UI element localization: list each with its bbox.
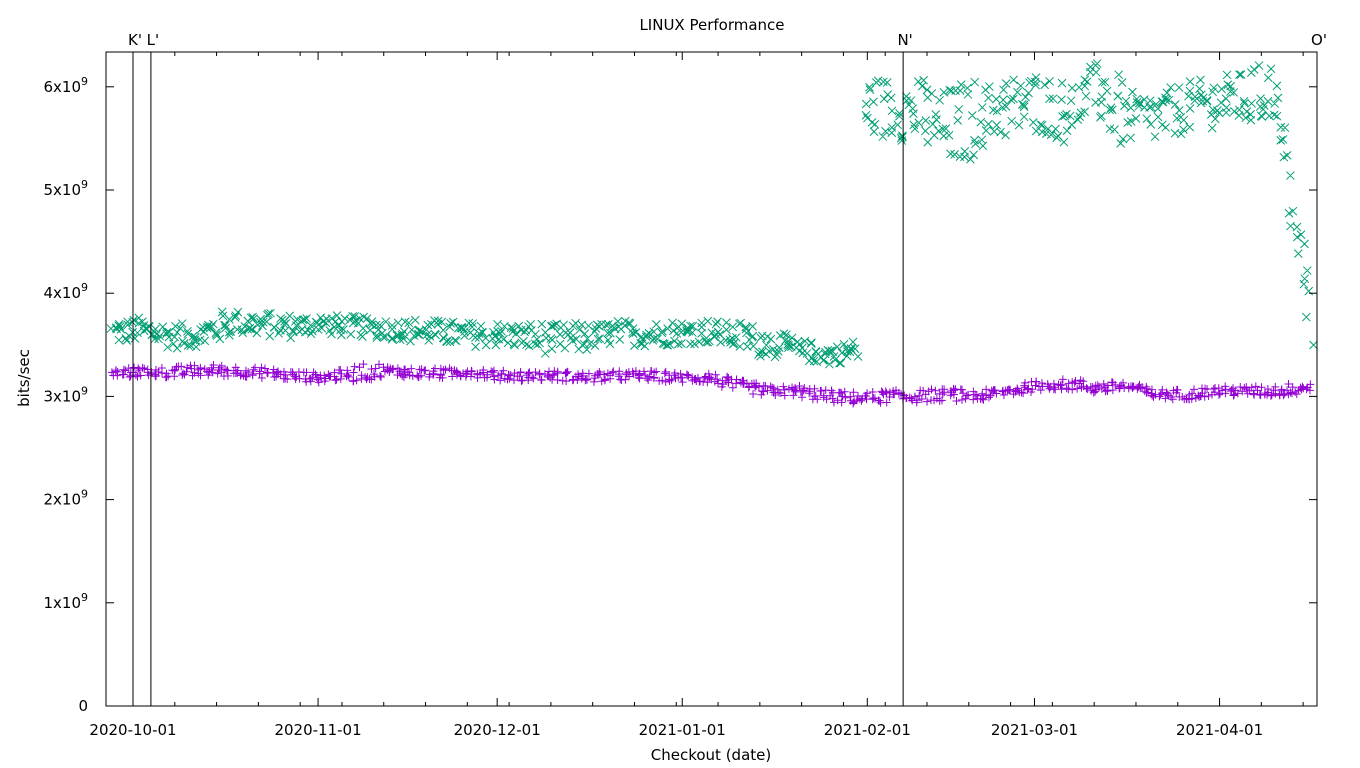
y-axis-ticks: 0 1x109 2x109 3x109 4x109 5x109 6x109: [43, 75, 1317, 715]
x-tick-label: 2020-10-01: [89, 721, 176, 739]
event-marker-label: K': [128, 31, 142, 49]
y-tick-label: 1x109: [43, 591, 88, 612]
plot-frame: [105, 51, 1318, 707]
series-points: [107, 360, 1315, 408]
event-markers: K' L' N' O': [128, 31, 1327, 706]
x-tick-label: 2021-01-01: [639, 721, 726, 739]
x-tick-label: 2021-02-01: [824, 721, 911, 739]
y-axis-label: bits/sec: [15, 349, 33, 407]
x-tick-label: 2021-03-01: [991, 721, 1078, 739]
y-tick-label: 4x109: [43, 281, 88, 302]
marker-glyphs: [106, 59, 1318, 369]
data-points: [106, 59, 1318, 408]
marker-glyphs: [107, 360, 1315, 408]
y-tick-label: 3x109: [43, 384, 88, 405]
y-tick-label: 0: [78, 697, 88, 715]
event-marker-label: N': [897, 31, 912, 49]
event-marker-label: O': [1311, 31, 1327, 49]
y-tick-label: 2x109: [43, 488, 88, 509]
x-axis-ticks: 2020-10-01 2020-11-01 2020-12-01 2021-01-01…: [89, 52, 1304, 739]
x-tick-label: 2020-11-01: [274, 721, 361, 739]
x-tick-label: 2021-04-01: [1176, 721, 1263, 739]
y-tick-label: 6x109: [43, 75, 88, 96]
x-tick-label: 2020-12-01: [454, 721, 541, 739]
chart-title: LINUX Performance: [639, 16, 784, 34]
y-tick-label: 5x109: [43, 178, 88, 199]
x-axis-label: Checkout (date): [651, 746, 771, 764]
series-points: [106, 59, 1318, 369]
event-marker-label: L': [147, 31, 159, 49]
